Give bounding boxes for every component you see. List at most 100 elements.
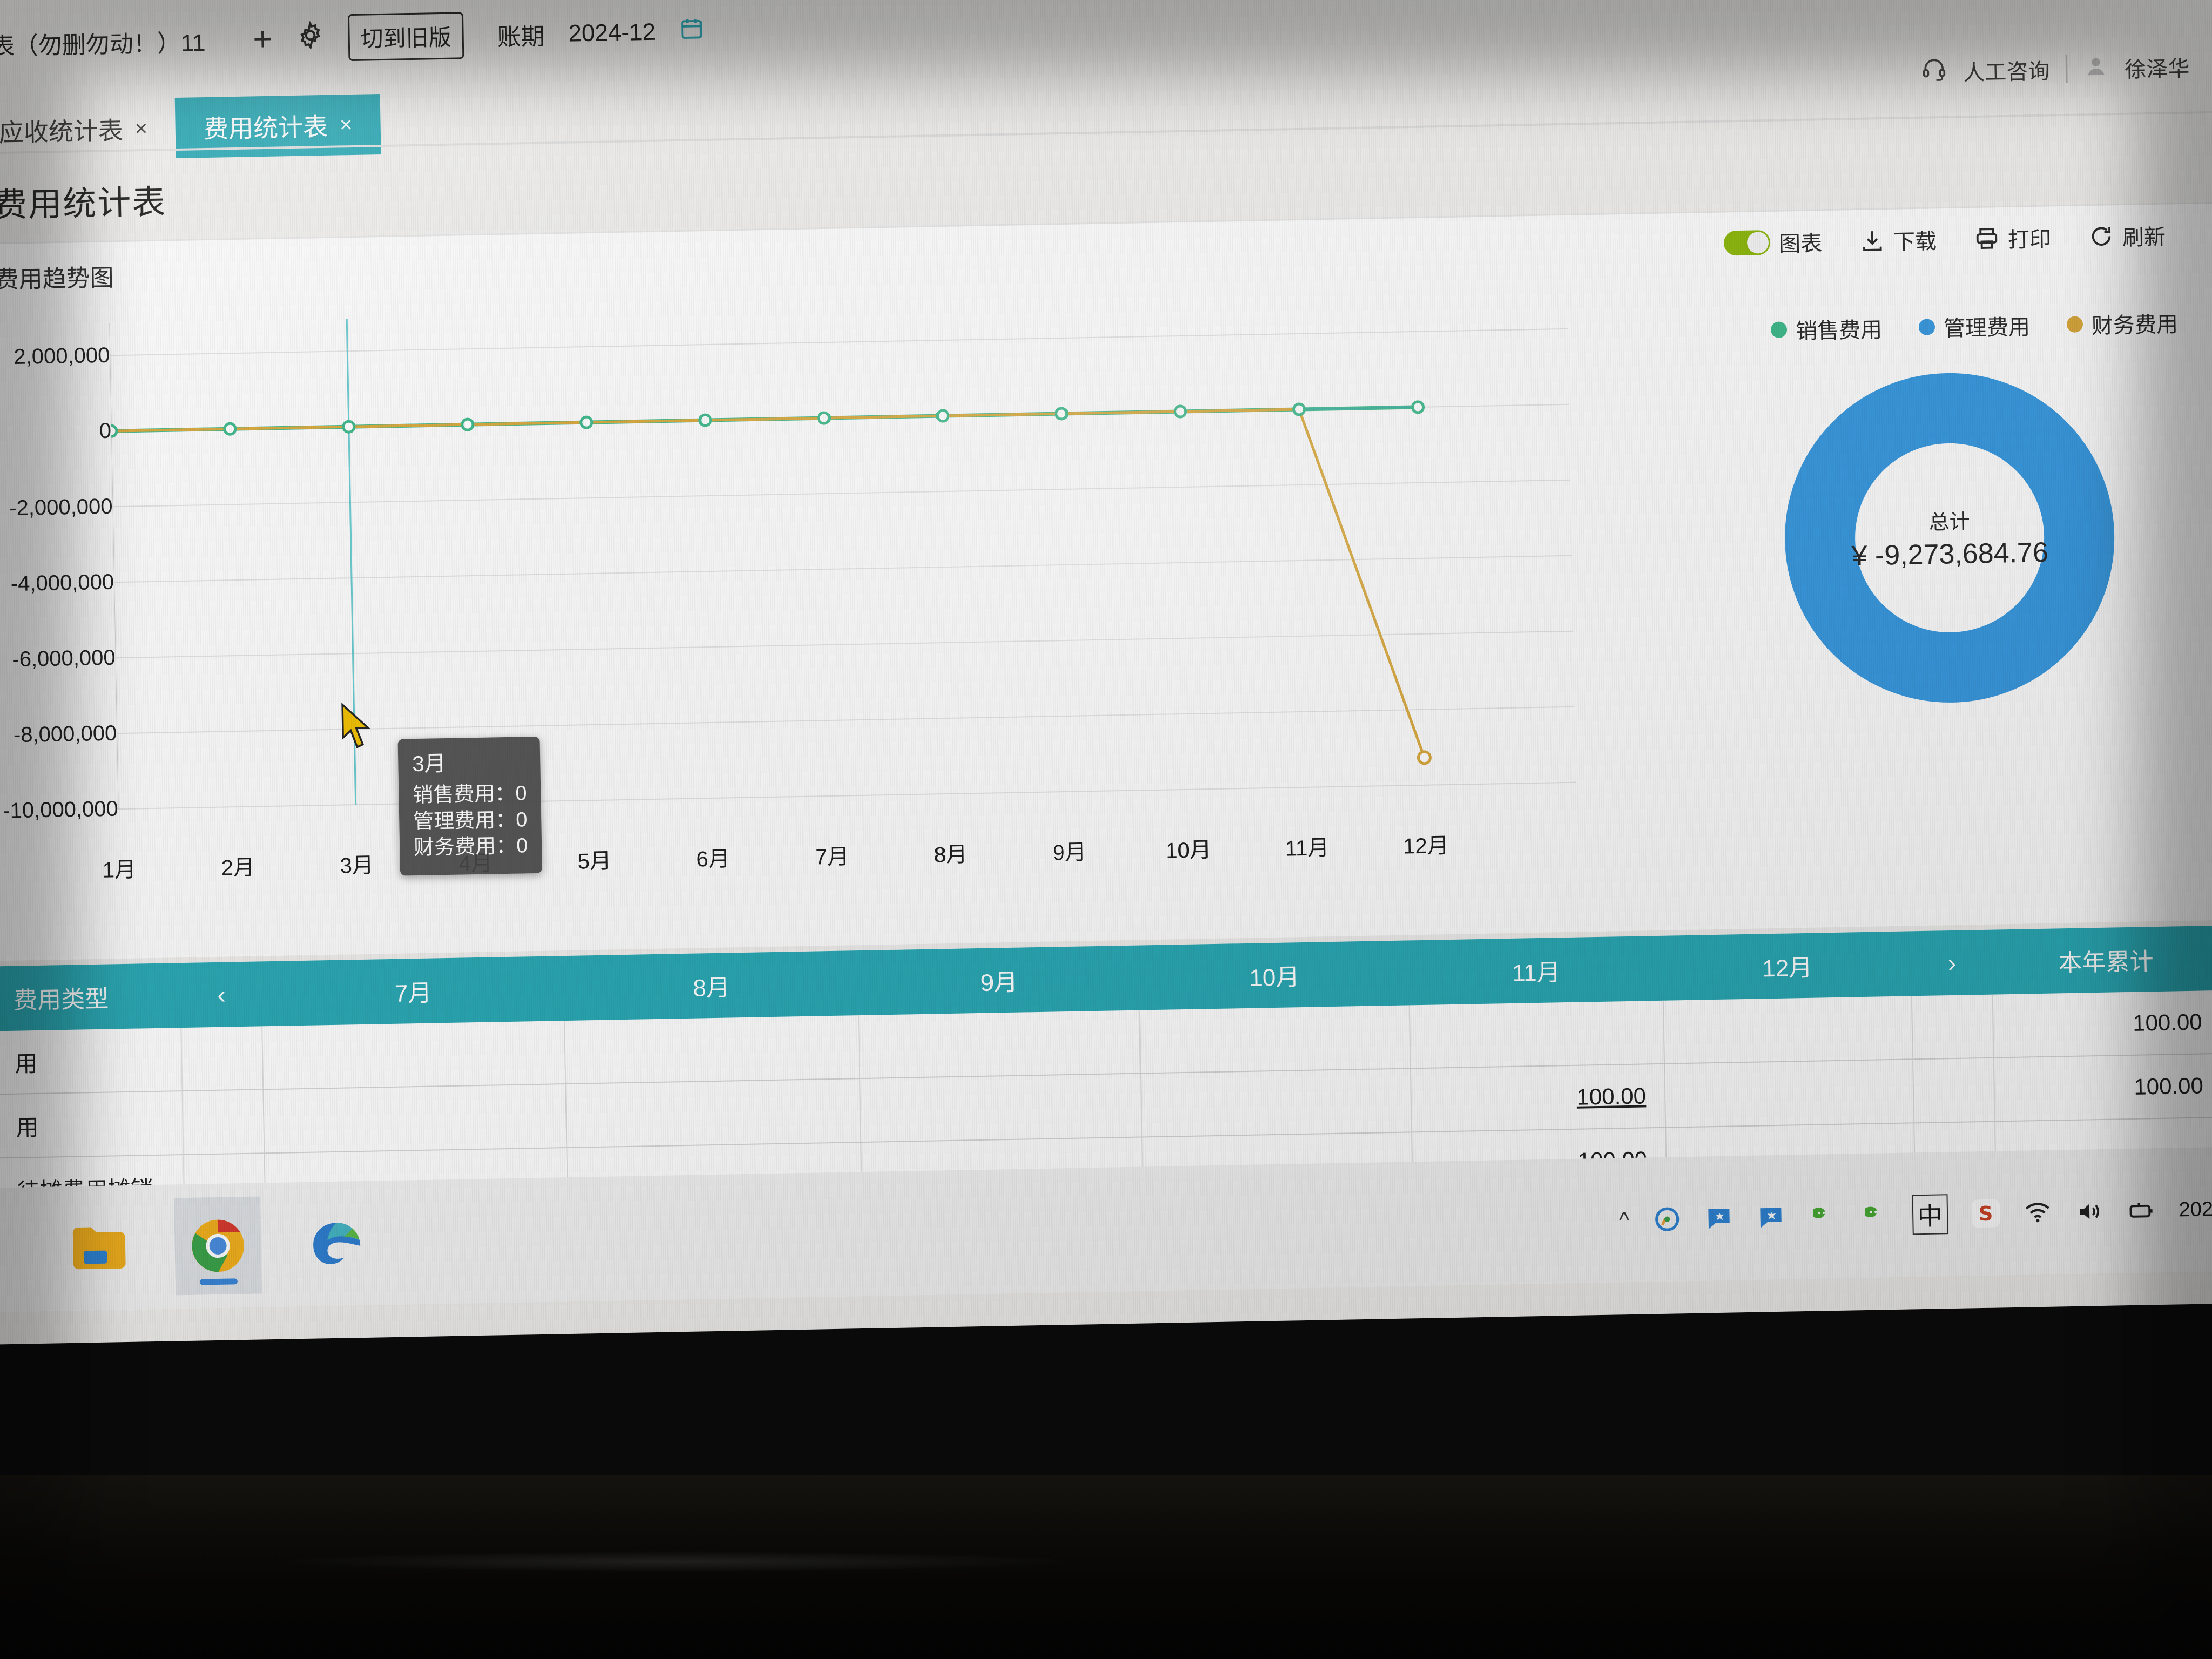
volume-icon[interactable] — [2075, 1197, 2103, 1226]
wechat-green-icon-2[interactable] — [1860, 1201, 1889, 1230]
monitor-bezel — [0, 1475, 2212, 1659]
chat-blue-icon[interactable] — [1704, 1204, 1733, 1232]
cell-month-10[interactable] — [1141, 1069, 1413, 1137]
legend-item-admin[interactable]: 管理费用 — [1918, 309, 2030, 343]
close-icon[interactable]: × — [339, 112, 353, 137]
taskbar-pinned-group — [0, 1194, 381, 1298]
chevron-up-icon[interactable]: ^ — [1618, 1208, 1630, 1232]
mouse-cursor — [338, 702, 376, 757]
page-title: 费用统计表 — [0, 184, 167, 225]
x-tick: 1月 — [102, 858, 137, 882]
support-label[interactable]: 人工咨询 — [1963, 59, 2050, 85]
donut-center-label: 总计 ¥ -9,273,684.76 — [1776, 502, 2123, 574]
wifi-icon[interactable] — [2023, 1198, 2052, 1227]
switch-old-version-button[interactable]: 切到旧版 — [347, 12, 464, 62]
print-label: 打印 — [2007, 227, 2052, 252]
tooltip-row-0: 销售费用：0 — [413, 782, 527, 807]
legend-label-sales: 销售费用 — [1795, 318, 1883, 344]
taskbar-file-explorer[interactable] — [55, 1198, 143, 1297]
series-markers-sales — [109, 400, 1425, 438]
file-explorer-icon — [72, 1227, 126, 1270]
chart-toggle-label: 图表 — [1778, 232, 1823, 257]
expense-donut-chart: 总计 ¥ -9,273,684.76 — [1773, 362, 2126, 714]
x-tick: 10月 — [1165, 838, 1212, 863]
th-month-12[interactable]: 12月 — [1762, 954, 1813, 982]
refresh-button[interactable]: 刷新 — [2088, 220, 2166, 253]
wechat-green-icon[interactable] — [1808, 1202, 1837, 1231]
taskbar-chrome[interactable] — [173, 1196, 262, 1296]
cell-year-total[interactable]: 100.00 — [2132, 1009, 2203, 1036]
chat-blue-icon-2[interactable] — [1756, 1203, 1785, 1232]
x-tick: 7月 — [815, 845, 849, 869]
x-tick: 9月 — [1053, 840, 1087, 865]
th-month-8[interactable]: 8月 — [692, 974, 731, 1002]
x-tick: 3月 — [340, 853, 374, 878]
refresh-label: 刷新 — [2122, 225, 2166, 250]
cell-month-8[interactable] — [566, 1079, 862, 1148]
printer-icon — [1976, 228, 1998, 249]
header-right-group: 人工咨询 徐泽华 — [1921, 51, 2190, 87]
cell-month-11[interactable]: 100.00 — [1411, 1064, 1667, 1132]
donut-svg — [1785, 373, 2115, 703]
calendar-icon[interactable] — [679, 16, 704, 47]
cell-month-10[interactable] — [1139, 1005, 1411, 1073]
ime-chinese-icon[interactable]: 中 — [1912, 1194, 1948, 1235]
chart-panel: 费用趋势图 图表 下载 打印 刷新 2,000,000 0 — [0, 201, 2212, 961]
taskbar-tray: ^ 中 S 2023-0 — [1618, 1188, 2212, 1240]
cell-link[interactable]: 100.00 — [1576, 1083, 1647, 1110]
taskbar-edge[interactable] — [293, 1194, 381, 1293]
cell-month-12[interactable] — [1664, 1060, 1914, 1127]
cell-month-7[interactable] — [262, 1021, 567, 1089]
cell-month-8[interactable] — [565, 1015, 861, 1084]
legend-item-sales[interactable]: 销售费用 — [1770, 312, 1883, 346]
headset-icon[interactable] — [1921, 56, 1947, 87]
x-tick: 8月 — [934, 842, 968, 867]
chrome-icon — [192, 1219, 244, 1272]
th-month-11[interactable]: 11月 — [1512, 959, 1561, 987]
app-header: 表（勿删勿动！）11 chevron-down-icon + 切到旧版 账期 2… — [0, 0, 2212, 78]
y-tick: -2,000,000 — [9, 494, 113, 521]
download-label: 下载 — [1893, 230, 1937, 254]
table-prev-page-button[interactable]: ‹ — [217, 980, 226, 1009]
th-month-9[interactable]: 9月 — [980, 969, 1018, 996]
x-tick: 5月 — [577, 849, 612, 874]
donut-slice-admin[interactable] — [1785, 373, 2115, 703]
legend-dot-admin — [1918, 319, 1936, 335]
battery-icon[interactable] — [2127, 1196, 2155, 1225]
gear-icon[interactable] — [296, 20, 325, 56]
avatar-icon[interactable] — [2083, 53, 2109, 84]
refresh-icon — [2092, 227, 2111, 246]
print-button[interactable]: 打印 — [1974, 221, 2051, 254]
donut-total-title: 总计 — [1928, 510, 1971, 535]
divider — [2065, 55, 2068, 83]
close-icon[interactable]: × — [134, 116, 148, 140]
plus-icon[interactable]: + — [252, 20, 273, 58]
sogou-icon[interactable]: S — [1971, 1199, 2000, 1228]
table-next-page-button[interactable]: › — [1947, 948, 1957, 977]
series-line-finance — [111, 408, 1426, 758]
cell-year-total[interactable]: 100.00 — [2133, 1073, 2204, 1100]
th-month-10[interactable]: 10月 — [1249, 964, 1300, 992]
th-month-7[interactable]: 7月 — [394, 980, 432, 1007]
cell-month-9[interactable] — [860, 1074, 1143, 1142]
row-label: 用 — [0, 1091, 184, 1158]
cell-month-9[interactable] — [859, 1010, 1142, 1078]
chart-toggle[interactable] — [1723, 230, 1771, 256]
x-tick: 12月 — [1402, 834, 1449, 859]
cell-month-12[interactable] — [1663, 996, 1913, 1063]
legend-item-finance[interactable]: 财务费用 — [2066, 307, 2178, 340]
taskbar-clock[interactable]: 2023-0 — [2179, 1197, 2212, 1221]
windows-taskbar: ^ 中 S 2023-0 — [0, 1146, 2212, 1312]
cell-month-7[interactable] — [264, 1084, 568, 1153]
period-value[interactable]: 2024-12 — [568, 18, 656, 47]
legend-label-admin: 管理费用 — [1943, 315, 2031, 341]
browser-tray-icon[interactable] — [1653, 1205, 1681, 1233]
expense-trend-chart: 2,000,000 0 -2,000,000 -4,000,000 -6,000… — [0, 296, 1605, 930]
chart-section-title: 费用趋势图 — [0, 265, 114, 294]
chart-toggle-group[interactable]: 图表 — [1723, 226, 1823, 259]
cell-month-11[interactable] — [1410, 1000, 1665, 1068]
th-year-total: 本年累计 — [2058, 948, 2154, 977]
y-tick: -8,000,000 — [13, 721, 117, 747]
download-button[interactable]: 下载 — [1860, 224, 1937, 257]
user-name[interactable]: 徐泽华 — [2124, 57, 2190, 82]
